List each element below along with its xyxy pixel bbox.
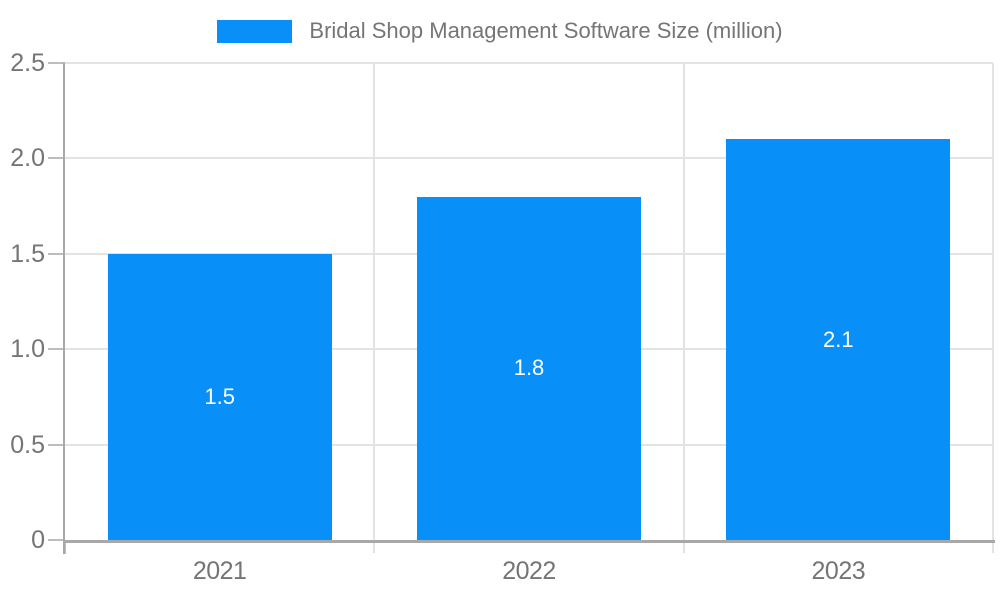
legend-label: Bridal Shop Management Software Size (mi… [309,18,783,43]
bar[interactable]: 2.1 [726,139,951,540]
legend-swatch [217,19,293,43]
bar[interactable]: 1.5 [107,253,332,540]
x-gridline [682,63,685,553]
y-tick-label: 1.5 [10,239,45,268]
y-tick-mark [48,157,65,160]
y-tick-label: 1.0 [10,335,45,364]
y-tick-label: 2.0 [10,144,45,173]
chart-legend[interactable]: Bridal Shop Management Software Size (mi… [0,18,1000,44]
y-tick-mark [48,62,65,64]
x-axis-line [63,540,995,543]
x-gridline [373,63,376,553]
y-tick-label: 2.5 [10,49,45,77]
x-tick-label: 2023 [811,557,866,585]
y-tick-mark [48,539,65,541]
x-tick-label: 2021 [192,557,247,585]
y-tick-mark [48,252,65,255]
bar-value-label: 2.1 [823,326,854,352]
y-tick-mark [48,443,65,446]
bar[interactable]: 1.8 [417,196,641,540]
y-gridline [65,62,993,64]
plot-right-border [992,63,994,553]
x-tick-label: 2022 [502,557,556,585]
y-gridline [65,157,993,160]
y-tick-label: 0 [31,526,45,554]
y-tick-label: 0.5 [10,430,45,459]
bar-value-label: 1.5 [204,383,235,409]
y-axis-line [63,63,65,554]
x-tick-mark [64,540,66,554]
bar-value-label: 1.8 [513,355,545,381]
y-tick-mark [48,348,65,351]
